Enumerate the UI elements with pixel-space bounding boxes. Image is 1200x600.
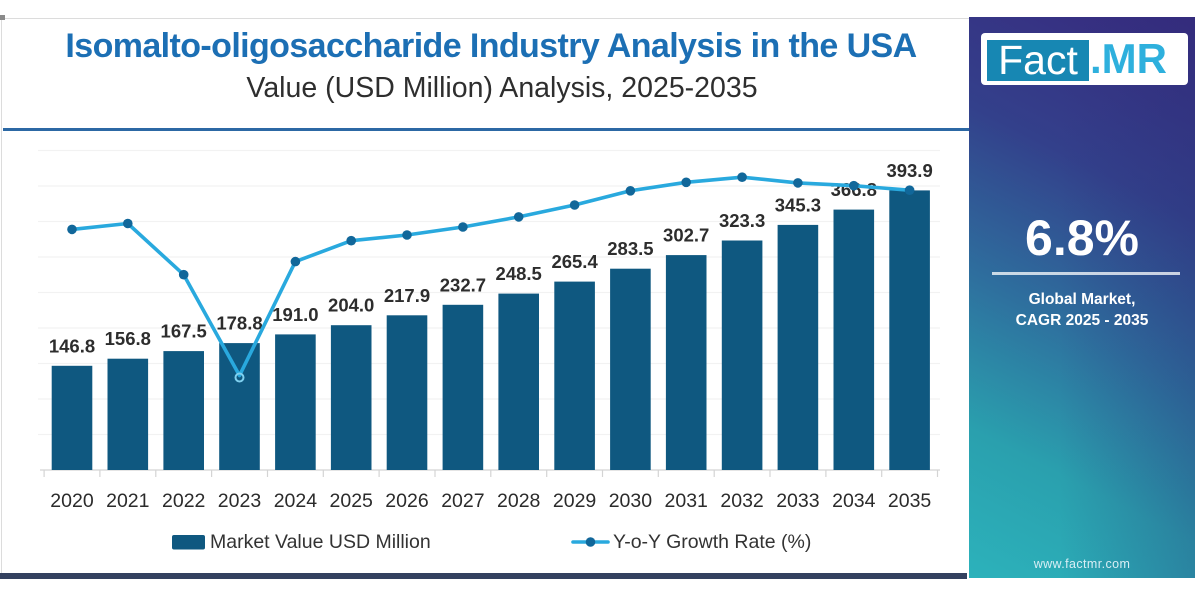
svg-text:156.8: 156.8 xyxy=(105,328,151,349)
svg-text:2032: 2032 xyxy=(720,490,763,512)
svg-text:2035: 2035 xyxy=(888,490,932,512)
svg-text:323.3: 323.3 xyxy=(719,210,765,231)
svg-text:248.5: 248.5 xyxy=(496,263,542,284)
svg-text:2030: 2030 xyxy=(609,490,653,512)
svg-text:217.9: 217.9 xyxy=(384,285,430,306)
svg-text:146.8: 146.8 xyxy=(49,335,95,356)
svg-text:2031: 2031 xyxy=(665,490,708,512)
svg-text:204.0: 204.0 xyxy=(328,295,374,316)
svg-text:2021: 2021 xyxy=(106,490,149,512)
svg-text:2029: 2029 xyxy=(553,490,596,512)
svg-text:2028: 2028 xyxy=(497,490,540,512)
svg-text:178.8: 178.8 xyxy=(216,313,262,334)
svg-text:2026: 2026 xyxy=(385,490,428,512)
svg-text:232.7: 232.7 xyxy=(440,274,486,295)
svg-text:2023: 2023 xyxy=(218,490,261,512)
svg-text:302.7: 302.7 xyxy=(663,225,709,246)
svg-text:191.0: 191.0 xyxy=(272,304,318,325)
svg-text:Y-o-Y Growth Rate (%): Y-o-Y Growth Rate (%) xyxy=(613,531,811,553)
svg-text:345.3: 345.3 xyxy=(775,194,821,215)
svg-text:2022: 2022 xyxy=(162,490,205,512)
svg-text:393.9: 393.9 xyxy=(886,160,932,181)
svg-text:2024: 2024 xyxy=(274,490,318,512)
svg-text:167.5: 167.5 xyxy=(161,321,207,342)
svg-text:Market Value USD Million: Market Value USD Million xyxy=(210,531,431,553)
svg-text:2025: 2025 xyxy=(330,490,374,512)
svg-text:2027: 2027 xyxy=(441,490,484,512)
svg-text:283.5: 283.5 xyxy=(607,238,653,259)
svg-text:2020: 2020 xyxy=(50,490,94,512)
svg-text:265.4: 265.4 xyxy=(551,251,598,272)
svg-text:2034: 2034 xyxy=(832,490,876,512)
svg-text:2033: 2033 xyxy=(776,490,819,512)
